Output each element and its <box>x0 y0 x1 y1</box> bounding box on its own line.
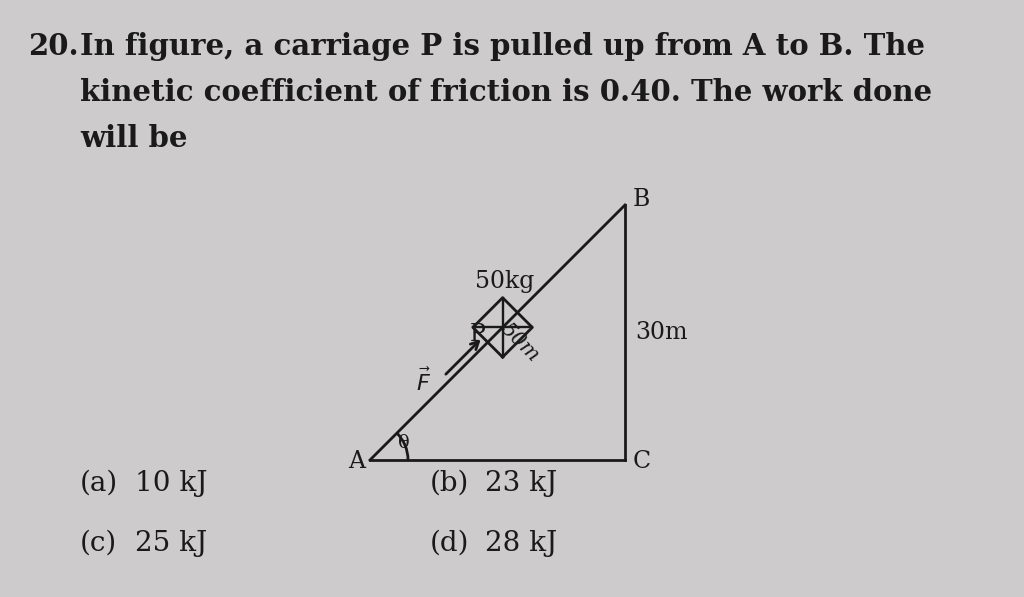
Text: P: P <box>470 323 485 346</box>
Text: (b): (b) <box>430 470 469 497</box>
Text: 28 kJ: 28 kJ <box>485 530 557 557</box>
Text: 50kg: 50kg <box>475 270 535 293</box>
Text: will be: will be <box>80 124 187 153</box>
Text: θ: θ <box>398 434 410 452</box>
Text: (d): (d) <box>430 530 469 557</box>
Text: $\vec{F}$: $\vec{F}$ <box>416 369 431 396</box>
Text: 25 kJ: 25 kJ <box>135 530 207 557</box>
Text: kinetic coefficient of friction is 0.40. The work done: kinetic coefficient of friction is 0.40.… <box>80 78 932 107</box>
Text: C: C <box>633 451 651 473</box>
Text: In figure, a carriage P is pulled up from A to B. The: In figure, a carriage P is pulled up fro… <box>80 32 925 61</box>
Text: 30m: 30m <box>635 321 687 344</box>
Text: (c): (c) <box>80 530 118 557</box>
Text: 10 kJ: 10 kJ <box>135 470 208 497</box>
Text: (a): (a) <box>80 470 118 497</box>
Text: 20.: 20. <box>28 32 79 61</box>
Text: 23 kJ: 23 kJ <box>485 470 557 497</box>
Text: 50m: 50m <box>497 319 543 365</box>
Text: B: B <box>633 189 650 211</box>
Text: A: A <box>348 451 365 473</box>
